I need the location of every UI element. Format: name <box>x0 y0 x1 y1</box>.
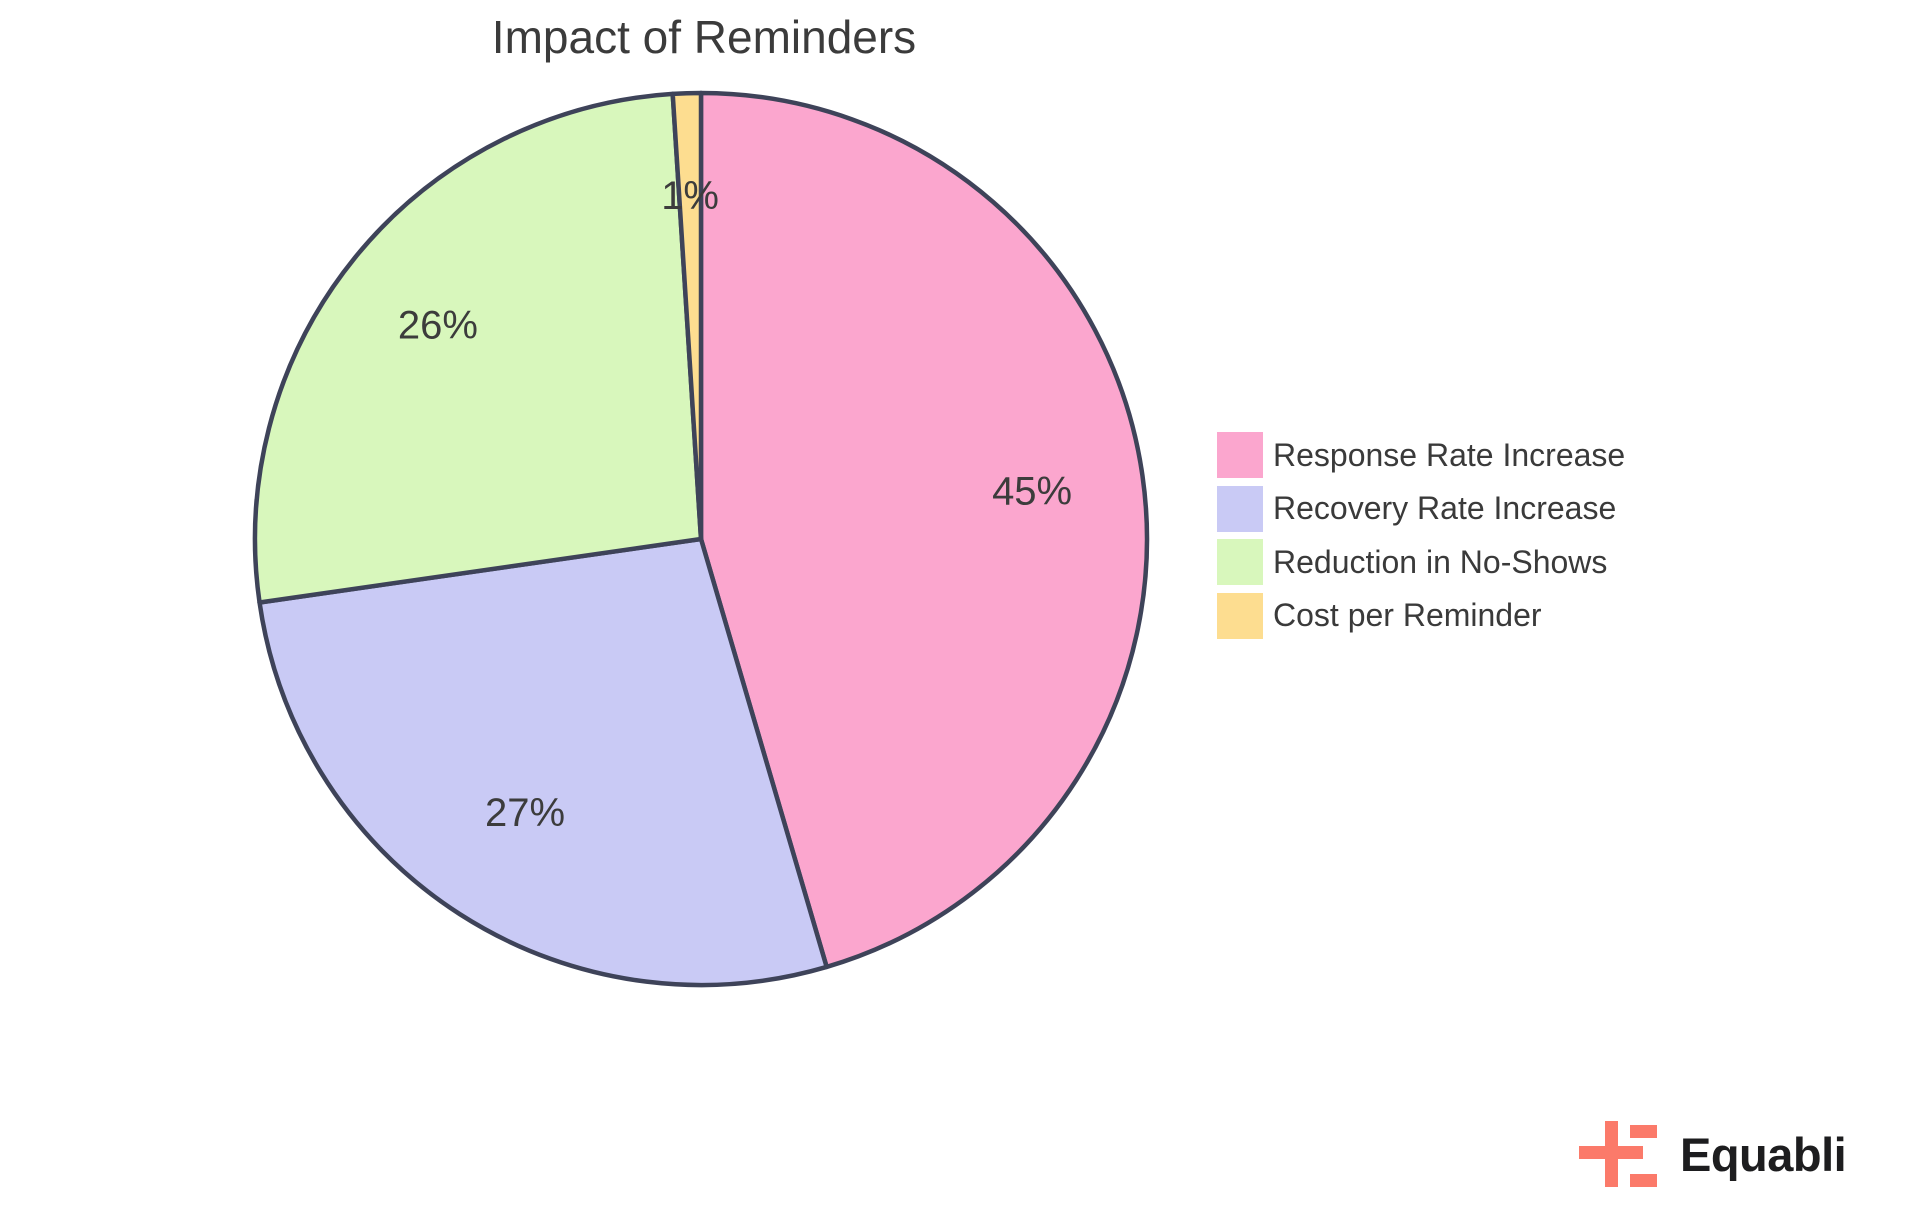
legend-label: Reduction in No-Shows <box>1273 543 1608 580</box>
legend-item-0[interactable]: Response Rate Increase <box>1217 432 1625 478</box>
pie-slice-label: 27% <box>485 791 565 835</box>
pie-slice-label: 26% <box>398 303 478 347</box>
pie-slice-2[interactable] <box>252 91 704 605</box>
legend-item-2[interactable]: Reduction in No-Shows <box>1217 539 1625 585</box>
legend-label: Recovery Rate Increase <box>1273 490 1617 526</box>
pie-slice-label: 45% <box>992 469 1072 513</box>
legend-label: Response Rate Increase <box>1273 436 1626 473</box>
brand-name: Equabli <box>1680 1127 1847 1181</box>
legend-swatch <box>1217 592 1263 639</box>
equabli-logo-icon <box>1579 1121 1657 1187</box>
logo-bar-middle <box>1579 1146 1643 1159</box>
pie-slice-1[interactable] <box>257 536 829 988</box>
legend-item-3[interactable]: Cost per Reminder <box>1217 592 1625 639</box>
chart-title: Impact of Reminders <box>491 11 917 63</box>
chart-legend: Response Rate Increase Recovery Rate Incr… <box>1217 432 1625 646</box>
brand-footer: Equabli <box>1579 1121 1847 1187</box>
legend-item-1[interactable]: Recovery Rate Increase <box>1217 485 1625 532</box>
legend-label: Cost per Reminder <box>1273 597 1542 633</box>
pie-slice-label: 1% <box>661 174 719 218</box>
logo-bar-bottom <box>1630 1174 1657 1187</box>
legend-swatch <box>1217 485 1263 532</box>
legend-swatch <box>1217 539 1263 585</box>
pie-slice-3[interactable] <box>670 90 704 542</box>
logo-bar-top <box>1630 1125 1657 1138</box>
pie-slice-0[interactable] <box>698 90 1150 970</box>
legend-swatch <box>1217 432 1263 478</box>
